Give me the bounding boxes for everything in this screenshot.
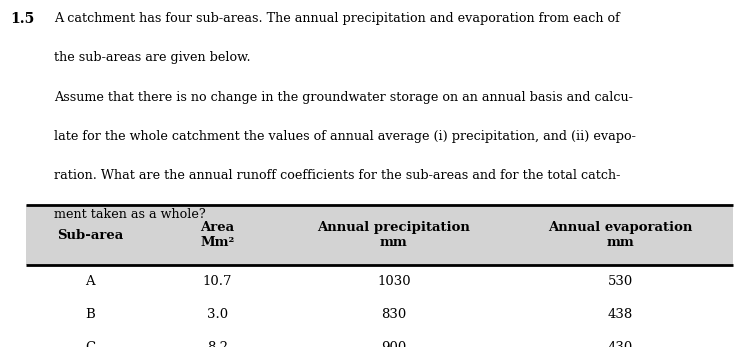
Text: Area
Mm²: Area Mm² [200, 221, 235, 249]
Text: the sub-areas are given below.: the sub-areas are given below. [54, 51, 250, 64]
Bar [26, 205, 153, 265]
Text: Assume that there is no change in the groundwater storage on an annual basis and: Assume that there is no change in the gr… [54, 91, 633, 103]
Text: late for the whole catchment the values of annual average (i) precipitation, and: late for the whole catchment the values … [54, 130, 636, 143]
Text: 1.5: 1.5 [10, 12, 34, 26]
Text: Annual precipitation
mm: Annual precipitation mm [317, 221, 470, 249]
Text: A: A [85, 276, 95, 288]
Bar [280, 205, 507, 265]
Text: A catchment has four sub-areas. The annual precipitation and evaporation from ea: A catchment has four sub-areas. The annu… [54, 12, 620, 25]
Text: 530: 530 [608, 276, 632, 288]
Text: Annual evaporation
mm: Annual evaporation mm [548, 221, 693, 249]
Bar [507, 205, 733, 265]
Text: 900: 900 [381, 341, 407, 347]
Text: 830: 830 [381, 308, 407, 321]
Text: ration. What are the annual runoff coefficients for the sub-areas and for the to: ration. What are the annual runoff coeff… [54, 169, 620, 182]
Text: 3.0: 3.0 [207, 308, 228, 321]
Bar [153, 205, 280, 265]
Text: Sub-area: Sub-area [57, 229, 123, 242]
Text: B: B [85, 308, 95, 321]
Text: 1030: 1030 [377, 276, 411, 288]
Text: 8.2: 8.2 [207, 341, 228, 347]
Text: C: C [85, 341, 95, 347]
Text: 438: 438 [608, 308, 632, 321]
Text: 430: 430 [608, 341, 632, 347]
Text: 10.7: 10.7 [202, 276, 232, 288]
Text: ment taken as a whole?: ment taken as a whole? [54, 208, 206, 221]
